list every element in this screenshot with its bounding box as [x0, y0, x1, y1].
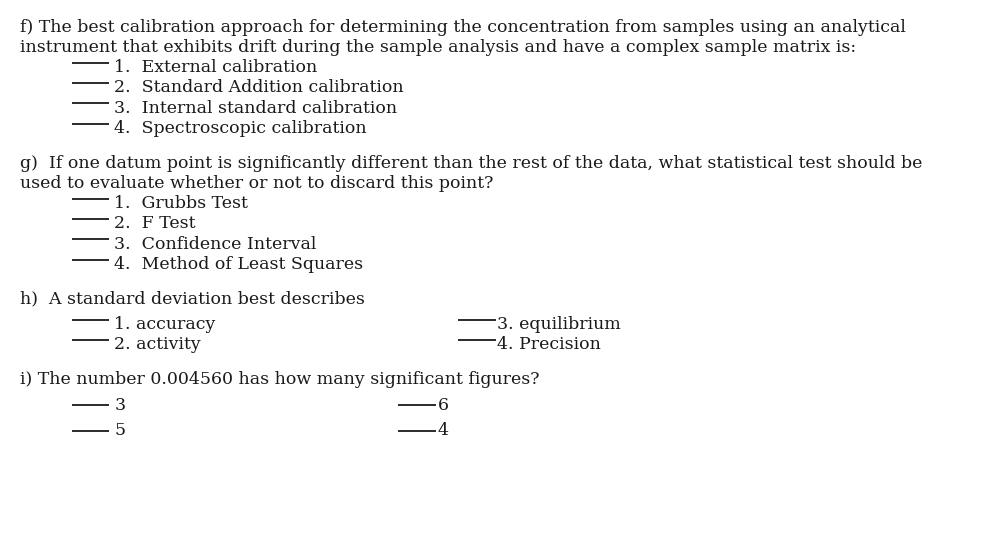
Text: instrument that exhibits drift during the sample analysis and have a complex sam: instrument that exhibits drift during th… [20, 39, 855, 56]
Text: 4.  Spectroscopic calibration: 4. Spectroscopic calibration [114, 120, 367, 137]
Text: h)  A standard deviation best describes: h) A standard deviation best describes [20, 290, 365, 308]
Text: 1.  Grubbs Test: 1. Grubbs Test [114, 195, 248, 212]
Text: 1.  External calibration: 1. External calibration [114, 59, 317, 76]
Text: g)  If one datum point is significantly different than the rest of the data, wha: g) If one datum point is significantly d… [20, 155, 921, 172]
Text: 3: 3 [114, 397, 125, 414]
Text: 1. accuracy: 1. accuracy [114, 316, 216, 333]
Text: 4. Precision: 4. Precision [497, 336, 600, 353]
Text: f) The best calibration approach for determining the concentration from samples : f) The best calibration approach for det… [20, 19, 905, 36]
Text: 3. equilibrium: 3. equilibrium [497, 316, 620, 333]
Text: i) The number 0.004560 has how many significant figures?: i) The number 0.004560 has how many sign… [20, 371, 539, 388]
Text: 2.  F Test: 2. F Test [114, 215, 196, 232]
Text: 4.  Method of Least Squares: 4. Method of Least Squares [114, 256, 363, 273]
Text: 5: 5 [114, 422, 125, 439]
Text: 6: 6 [437, 397, 448, 414]
Text: 3.  Internal standard calibration: 3. Internal standard calibration [114, 100, 398, 117]
Text: 4: 4 [437, 422, 448, 439]
Text: 2.  Standard Addition calibration: 2. Standard Addition calibration [114, 79, 404, 96]
Text: used to evaluate whether or not to discard this point?: used to evaluate whether or not to disca… [20, 175, 493, 192]
Text: 2. activity: 2. activity [114, 336, 201, 353]
Text: 3.  Confidence Interval: 3. Confidence Interval [114, 236, 316, 253]
